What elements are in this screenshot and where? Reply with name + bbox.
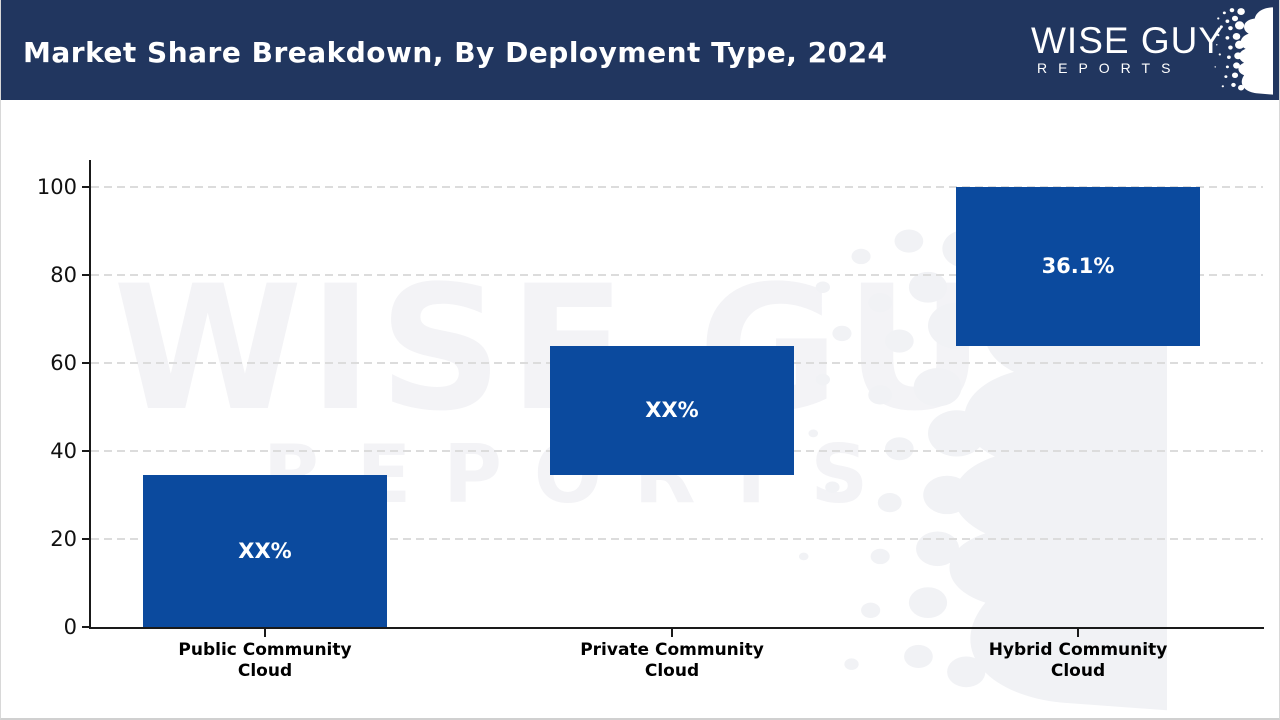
gridline-100 <box>91 185 1263 188</box>
bar-value-label: 36.1% <box>1041 254 1115 278</box>
bar-value-label: XX% <box>238 539 292 563</box>
x-tick <box>1077 629 1079 637</box>
category-label: Public Community Cloud <box>135 640 395 682</box>
logo-wordmark: WISE GUY <box>1031 20 1225 61</box>
category-label: Hybrid Community Cloud <box>948 640 1208 682</box>
y-tick-0 <box>82 626 90 628</box>
gridline-80 <box>91 273 1263 276</box>
category-label-line: Cloud <box>237 661 293 681</box>
y-tick-100 <box>82 185 90 188</box>
x-tick <box>671 629 673 637</box>
bar-segment: XX% <box>550 345 794 476</box>
y-tick-40 <box>82 449 90 452</box>
y-tick-label-60: 60 <box>50 350 77 375</box>
x-tick <box>264 629 266 637</box>
page-title: Market Share Breakdown, By Deployment Ty… <box>23 36 888 69</box>
y-axis-line <box>89 160 91 629</box>
gridline-20 <box>91 537 1263 540</box>
category-label: Private Community Cloud <box>542 640 802 682</box>
x-axis-line <box>89 627 1264 629</box>
y-tick-label-20: 20 <box>50 526 77 551</box>
y-tick-label-0: 0 <box>63 615 77 639</box>
category-label-line: Public Community <box>178 640 352 660</box>
bar-segment: XX% <box>143 475 387 627</box>
header: Market Share Breakdown, By Deployment Ty… <box>1 0 1279 100</box>
y-tick-80 <box>82 273 90 276</box>
y-tick-label-80: 80 <box>50 262 77 287</box>
logo-head-icon <box>1197 6 1273 96</box>
y-tick-label-40: 40 <box>50 438 77 463</box>
category-label-line: Cloud <box>644 661 700 681</box>
category-label-line: Private Community <box>580 640 764 660</box>
category-label-line: Hybrid Community <box>988 640 1168 660</box>
logo-subtext: REPORTS <box>1037 60 1182 76</box>
bar-segment: 36.1% <box>956 186 1200 346</box>
y-tick-label-100: 100 <box>36 174 77 199</box>
bar-value-label: XX% <box>645 398 699 423</box>
category-label-line: Cloud <box>1050 661 1106 681</box>
y-tick-60 <box>82 361 90 364</box>
wiseguy-logo: WISE GUY REPORTS <box>1023 0 1273 100</box>
y-tick-20 <box>82 537 90 540</box>
